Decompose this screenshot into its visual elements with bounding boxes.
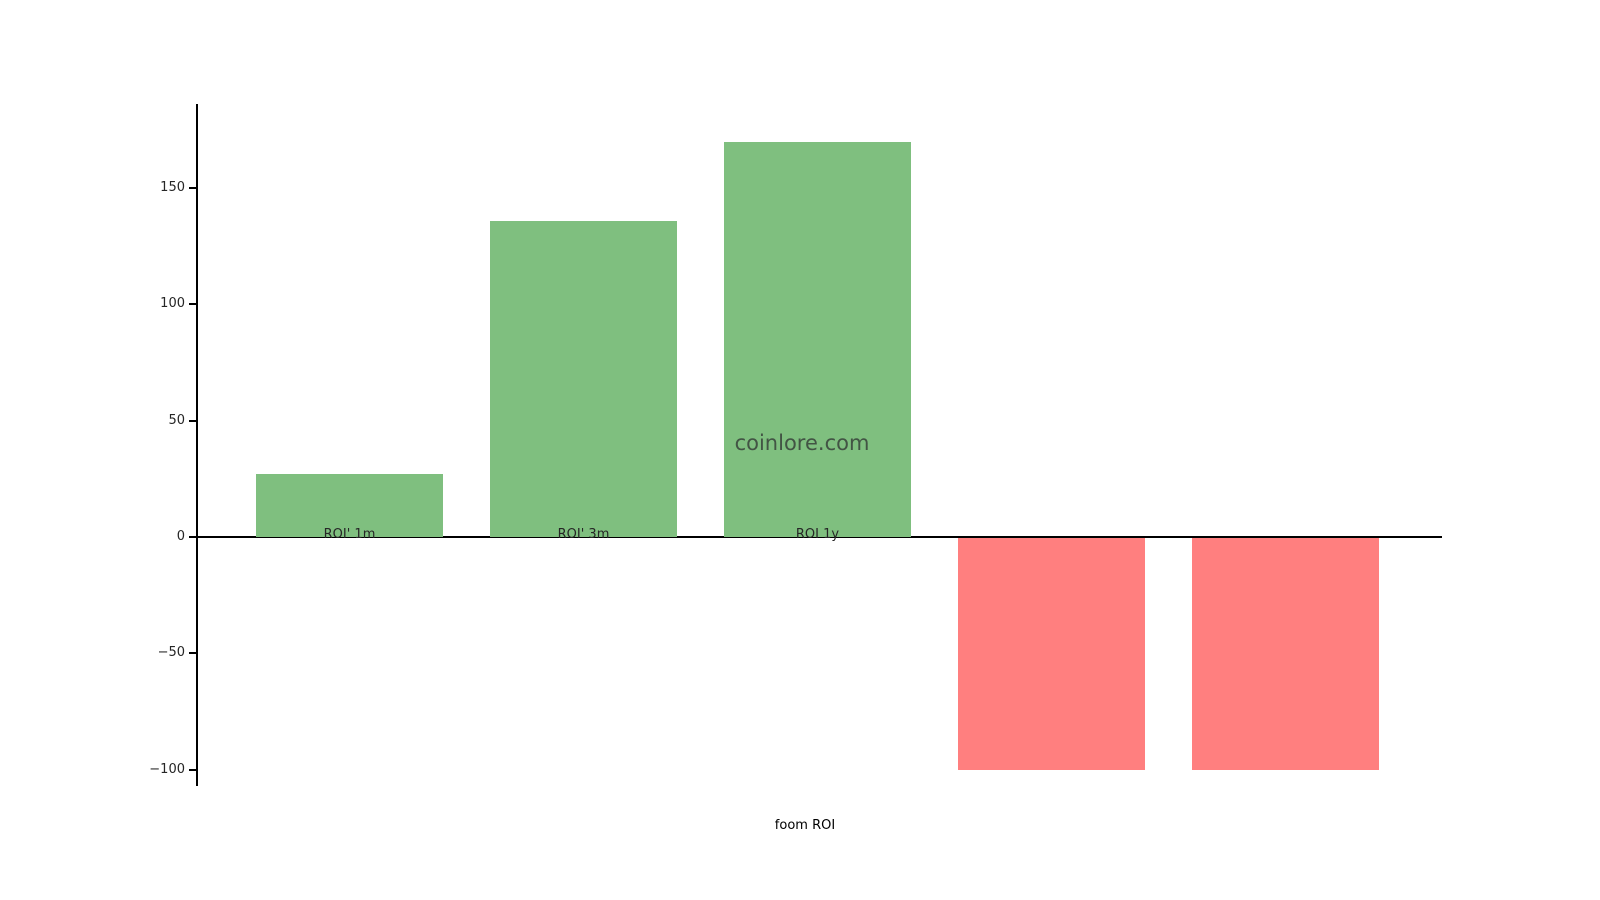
bar-unlabeled-3	[958, 538, 1145, 770]
y-tick-mark	[189, 419, 196, 422]
y-tick-label: −100	[149, 761, 185, 777]
bar-ROI 1y	[724, 141, 911, 537]
y-tick-label: 150	[160, 180, 185, 196]
y-tick-label: 0	[176, 529, 185, 544]
x-axis-title: foom ROI	[774, 818, 836, 833]
y-tick-label: 50	[168, 412, 185, 428]
y-tick-label: 100	[160, 296, 185, 312]
x-category-label: ROI' 1m	[323, 527, 376, 542]
y-tick-mark	[189, 768, 196, 771]
zero-baseline	[196, 536, 1442, 538]
y-axis-spine	[196, 104, 198, 786]
x-category-label: ROI 1y	[795, 527, 840, 542]
bar-unlabeled-4	[1192, 538, 1379, 770]
watermark-text: coinlore.com	[734, 431, 870, 455]
y-tick-mark	[189, 652, 196, 655]
bar-ROI' 3m	[490, 220, 677, 537]
bar-ROI' 1m	[256, 474, 443, 537]
x-category-label: ROI' 3m	[557, 527, 610, 542]
y-tick-label: −50	[157, 645, 185, 661]
y-tick-mark	[189, 536, 196, 538]
y-tick-mark	[189, 187, 196, 190]
y-tick-mark	[189, 303, 196, 306]
